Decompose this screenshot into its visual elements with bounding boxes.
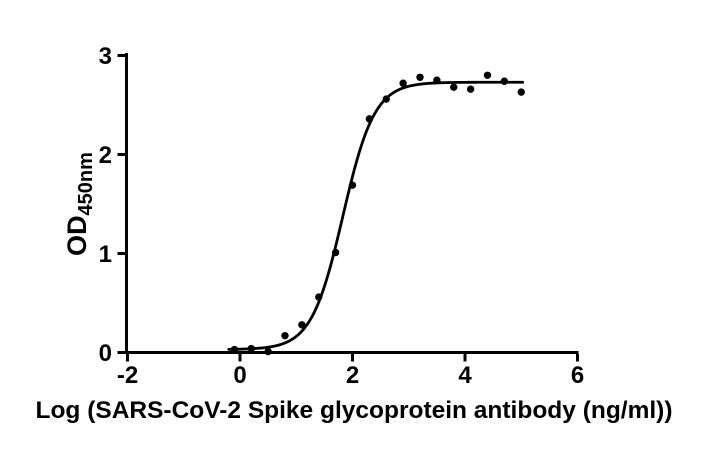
data-point (433, 76, 441, 84)
y-tick-label: 0 (99, 340, 112, 367)
x-axis-label: Log (SARS-CoV-2 Spike glycoprotein antib… (35, 397, 672, 424)
data-point (230, 345, 239, 354)
data-point (264, 347, 272, 356)
plot-area (227, 71, 525, 356)
data-point (517, 88, 525, 96)
x-tick-label: 2 (346, 362, 359, 389)
data-point (348, 181, 357, 189)
data-point (399, 79, 407, 87)
data-point (500, 77, 509, 85)
data-point (483, 71, 492, 80)
x-tick-label: -2 (117, 362, 138, 389)
data-point (247, 344, 255, 353)
y-axis-label-subscript: 450nm (75, 152, 97, 215)
fit-curve (227, 80, 525, 351)
data-point (365, 115, 374, 123)
data-point (331, 248, 340, 257)
x-tick-label: 6 (571, 362, 584, 389)
x-tick-label: 0 (233, 362, 246, 389)
y-axis-label: OD450nm (62, 152, 97, 256)
data-point (281, 331, 289, 340)
data-point (382, 95, 390, 103)
y-axis-label-main: OD (62, 215, 92, 256)
data-point (298, 321, 306, 329)
data-point (416, 73, 424, 81)
x-tick-label: 4 (458, 362, 472, 389)
data-point (466, 85, 475, 93)
y-tick-label: 1 (99, 241, 112, 268)
y-tick-label: 3 (99, 43, 112, 70)
y-tick-label: 2 (99, 142, 112, 169)
data-point (450, 83, 458, 91)
data-point (315, 293, 323, 301)
